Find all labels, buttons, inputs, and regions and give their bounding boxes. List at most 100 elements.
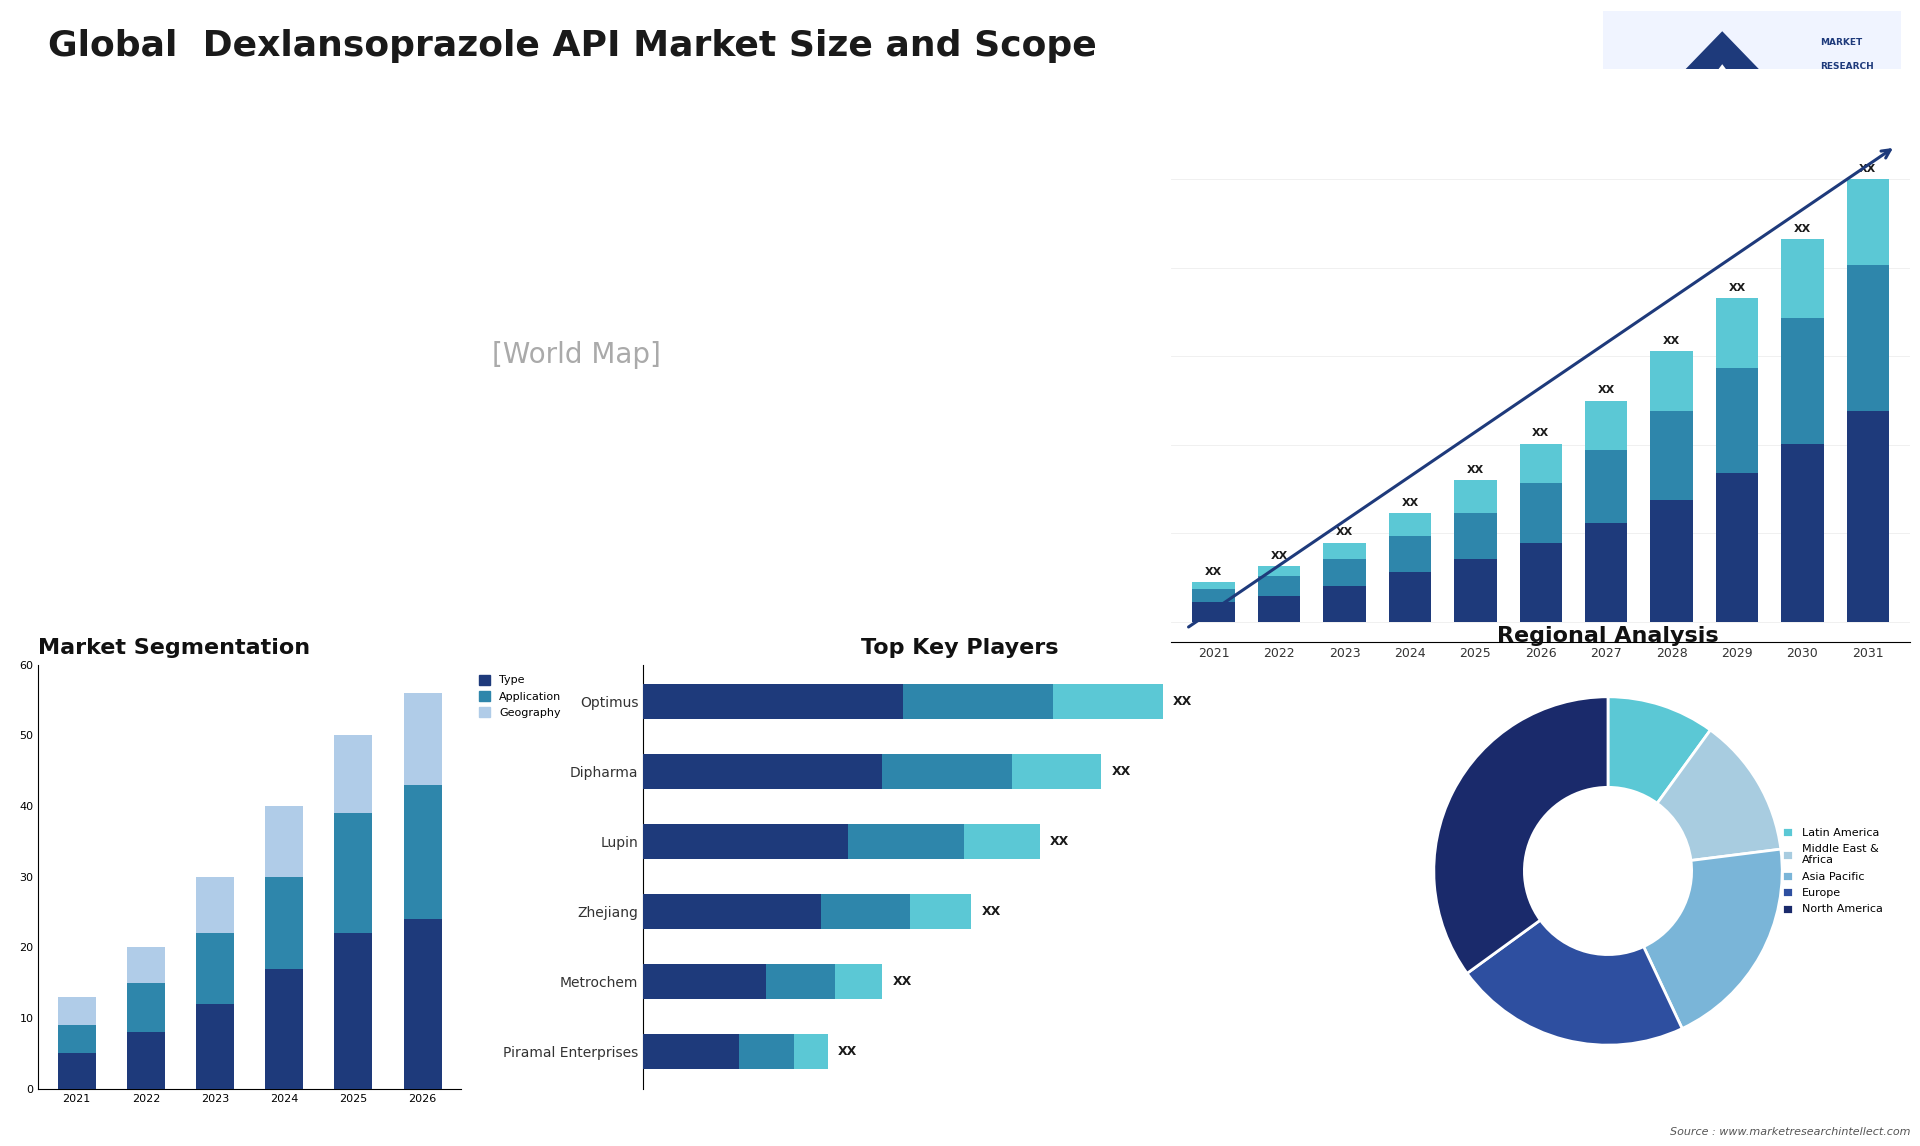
Text: XX: XX bbox=[1859, 164, 1876, 174]
Bar bbox=[1716, 473, 1759, 622]
Bar bbox=[1323, 543, 1365, 559]
Bar bbox=[1716, 368, 1759, 473]
Bar bbox=[1323, 586, 1365, 622]
Bar bbox=[403, 785, 442, 919]
Text: XX: XX bbox=[893, 975, 912, 988]
Bar bbox=[643, 824, 849, 860]
Bar bbox=[739, 1035, 793, 1069]
Bar bbox=[1192, 582, 1235, 589]
Bar bbox=[643, 894, 822, 929]
Bar bbox=[1651, 500, 1693, 622]
Bar bbox=[1782, 238, 1824, 319]
Bar bbox=[964, 824, 1039, 860]
Text: INTELLECT: INTELLECT bbox=[1820, 85, 1874, 94]
Polygon shape bbox=[1632, 31, 1812, 124]
Bar bbox=[1847, 410, 1889, 622]
Bar bbox=[1847, 180, 1889, 265]
Text: XX: XX bbox=[837, 1045, 856, 1059]
Bar bbox=[1651, 351, 1693, 410]
Bar bbox=[127, 948, 165, 982]
Bar bbox=[1054, 684, 1162, 719]
Bar bbox=[1388, 536, 1430, 572]
Bar bbox=[1258, 566, 1300, 575]
Bar bbox=[1192, 589, 1235, 602]
Text: XX: XX bbox=[1206, 567, 1223, 578]
Text: XX: XX bbox=[1402, 497, 1419, 508]
Bar bbox=[1716, 298, 1759, 368]
Bar bbox=[403, 693, 442, 785]
Bar bbox=[910, 894, 972, 929]
Bar bbox=[265, 968, 303, 1089]
Bar bbox=[643, 1035, 739, 1069]
Text: XX: XX bbox=[1532, 429, 1549, 438]
Bar bbox=[643, 754, 883, 790]
Wedge shape bbox=[1467, 920, 1682, 1045]
Bar bbox=[849, 824, 964, 860]
Wedge shape bbox=[1434, 697, 1609, 973]
Bar bbox=[1519, 444, 1563, 484]
Legend: Type, Application, Geography: Type, Application, Geography bbox=[474, 670, 566, 723]
Text: XX: XX bbox=[1663, 336, 1680, 346]
Bar bbox=[1192, 602, 1235, 622]
Bar bbox=[1519, 543, 1563, 622]
Wedge shape bbox=[1607, 697, 1711, 803]
Bar bbox=[334, 933, 372, 1089]
Bar bbox=[196, 1004, 234, 1089]
Text: XX: XX bbox=[1728, 283, 1745, 293]
Bar bbox=[127, 1033, 165, 1089]
Bar bbox=[334, 814, 372, 933]
Bar bbox=[1258, 596, 1300, 622]
Text: XX: XX bbox=[1173, 694, 1192, 708]
Bar bbox=[643, 684, 902, 719]
Bar bbox=[1258, 575, 1300, 596]
Bar bbox=[1519, 484, 1563, 543]
FancyBboxPatch shape bbox=[1599, 10, 1905, 144]
Bar bbox=[265, 806, 303, 877]
Bar bbox=[822, 894, 910, 929]
Text: XX: XX bbox=[1597, 385, 1615, 395]
Bar bbox=[1388, 513, 1430, 536]
Bar bbox=[1584, 401, 1628, 450]
Text: XX: XX bbox=[981, 905, 1000, 918]
Legend: Latin America, Middle East &
Africa, Asia Pacific, Europe, North America: Latin America, Middle East & Africa, Asi… bbox=[1780, 824, 1887, 918]
Text: RESEARCH: RESEARCH bbox=[1820, 62, 1874, 71]
Bar bbox=[196, 877, 234, 933]
Bar bbox=[1782, 444, 1824, 622]
Bar bbox=[196, 933, 234, 1004]
Text: XX: XX bbox=[1271, 550, 1288, 560]
Text: Market Segmentation: Market Segmentation bbox=[38, 637, 311, 658]
Text: XX: XX bbox=[1336, 527, 1354, 537]
Text: Source : www.marketresearchintellect.com: Source : www.marketresearchintellect.com bbox=[1670, 1127, 1910, 1137]
Bar bbox=[1453, 480, 1498, 513]
Bar bbox=[127, 982, 165, 1033]
Bar bbox=[902, 684, 1054, 719]
Text: Global  Dexlansoprazole API Market Size and Scope: Global Dexlansoprazole API Market Size a… bbox=[48, 29, 1096, 63]
Bar bbox=[793, 1035, 828, 1069]
Bar bbox=[334, 736, 372, 814]
Text: XX: XX bbox=[1793, 223, 1811, 234]
Bar bbox=[1584, 523, 1628, 622]
Bar bbox=[1584, 450, 1628, 523]
Title: Top Key Players: Top Key Players bbox=[862, 637, 1058, 658]
Text: XX: XX bbox=[1467, 464, 1484, 474]
Bar bbox=[265, 877, 303, 968]
Bar bbox=[1323, 559, 1365, 586]
Text: MARKET: MARKET bbox=[1820, 38, 1862, 47]
Text: [World Map]: [World Map] bbox=[492, 342, 660, 369]
Bar bbox=[1782, 319, 1824, 444]
Bar bbox=[1453, 513, 1498, 559]
Bar bbox=[1388, 572, 1430, 622]
Bar bbox=[1012, 754, 1100, 790]
Bar bbox=[58, 997, 96, 1025]
Bar bbox=[1453, 559, 1498, 622]
Wedge shape bbox=[1657, 730, 1782, 861]
Bar bbox=[1651, 410, 1693, 500]
Bar bbox=[403, 919, 442, 1089]
Text: XX: XX bbox=[1050, 835, 1069, 848]
Bar bbox=[58, 1025, 96, 1053]
Bar bbox=[766, 964, 835, 999]
Polygon shape bbox=[1678, 64, 1766, 124]
Wedge shape bbox=[1644, 849, 1782, 1029]
Title: Regional Analysis: Regional Analysis bbox=[1498, 626, 1718, 646]
Bar bbox=[1847, 265, 1889, 410]
